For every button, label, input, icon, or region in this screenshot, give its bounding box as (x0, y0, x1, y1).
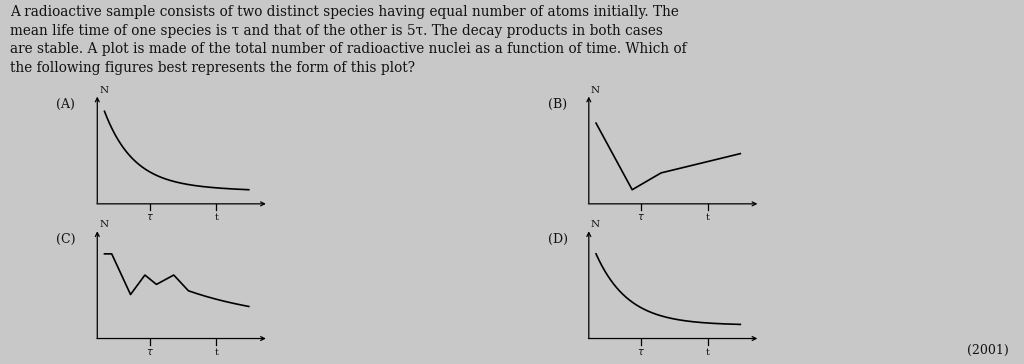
Text: (C): (C) (56, 233, 76, 246)
Text: (D): (D) (548, 233, 568, 246)
Text: N: N (591, 221, 600, 229)
Text: $\tau$: $\tau$ (145, 347, 154, 357)
Text: N: N (99, 86, 109, 95)
Text: $\tau$: $\tau$ (637, 212, 645, 222)
Text: t: t (706, 348, 710, 357)
Text: A radioactive sample consists of two distinct species having equal number of ato: A radioactive sample consists of two dis… (10, 5, 687, 75)
Text: $\tau$: $\tau$ (145, 212, 154, 222)
Text: $\tau$: $\tau$ (637, 347, 645, 357)
Text: N: N (99, 221, 109, 229)
Text: (B): (B) (548, 98, 567, 111)
Text: t: t (214, 348, 218, 357)
Text: t: t (706, 213, 710, 222)
Text: t: t (214, 213, 218, 222)
Text: (A): (A) (56, 98, 75, 111)
Text: (2001): (2001) (967, 344, 1009, 357)
Text: N: N (591, 86, 600, 95)
